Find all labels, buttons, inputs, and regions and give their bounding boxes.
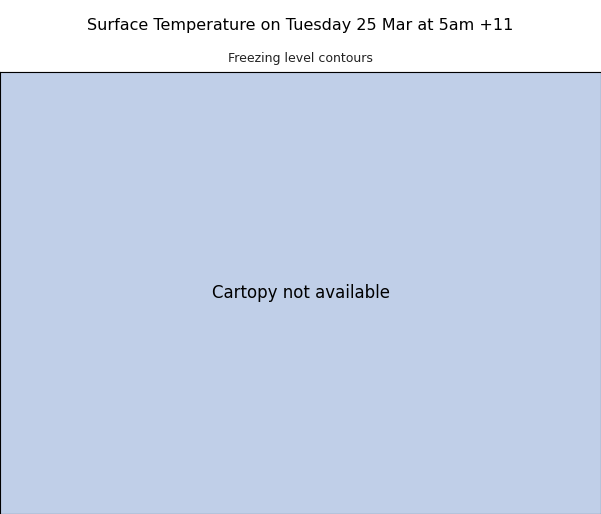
Text: Freezing level contours: Freezing level contours (228, 52, 373, 65)
Text: Surface Temperature on Tuesday 25 Mar at 5am +11: Surface Temperature on Tuesday 25 Mar at… (87, 18, 514, 33)
Text: Cartopy not available: Cartopy not available (212, 284, 389, 302)
